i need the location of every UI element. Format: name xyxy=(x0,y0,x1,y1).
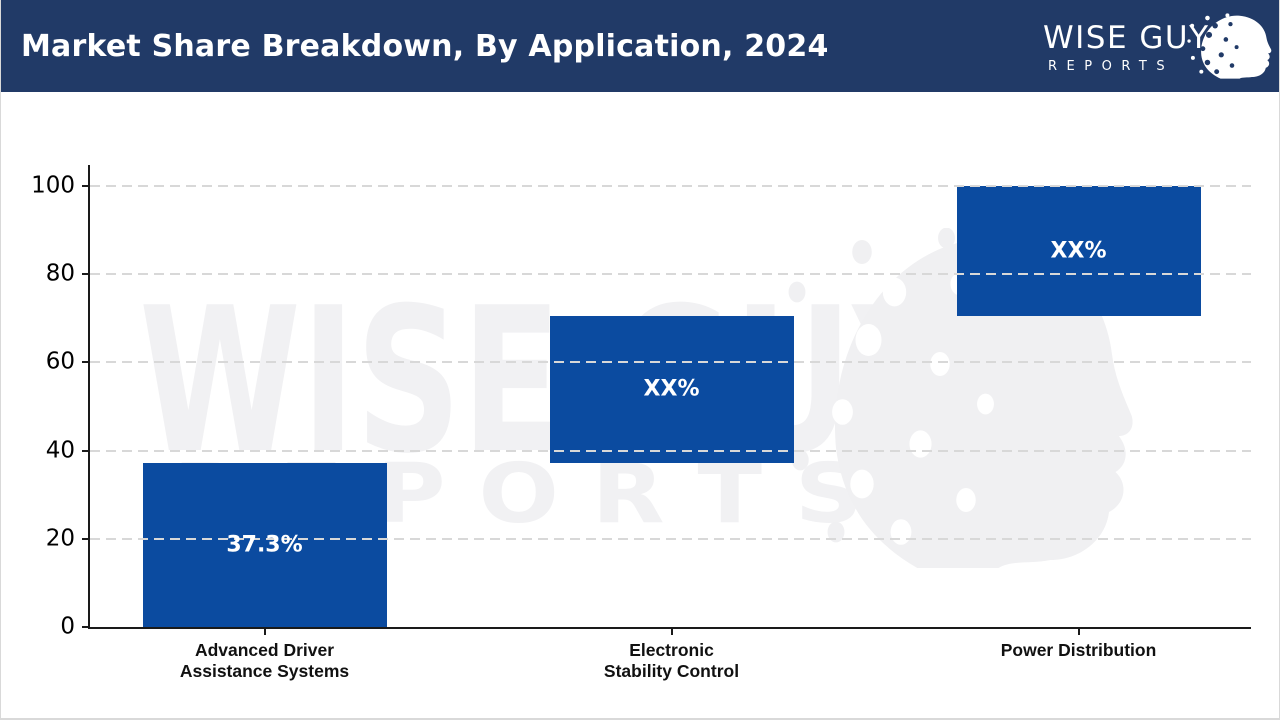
gridline-40 xyxy=(90,449,1251,452)
x-axis-line xyxy=(88,627,1251,629)
y-axis-tick-label-60: 60 xyxy=(45,348,75,375)
bar-segment-2 xyxy=(549,316,794,463)
bar-value-label-1: 37.3% xyxy=(226,532,303,558)
x-category-label-3: Power Distribution xyxy=(909,640,1249,661)
x-category-label-line: Advanced Driver xyxy=(194,640,335,660)
y-axis-tick-label-40: 40 xyxy=(45,437,75,464)
y-axis-tick-80 xyxy=(82,273,89,276)
x-category-label-line: Electronic xyxy=(629,640,714,660)
y-axis-tick-label-100: 100 xyxy=(31,172,75,199)
bar-value-label-2: XX% xyxy=(643,376,700,402)
x-axis-tick-3 xyxy=(1077,629,1080,635)
y-axis-tick-0 xyxy=(82,626,89,628)
page-title: Market Share Breakdown, By Application, … xyxy=(21,28,829,64)
gridline-60 xyxy=(90,361,1251,364)
x-category-label-line: Stability Control xyxy=(603,661,740,681)
y-axis-tick-40 xyxy=(82,449,89,452)
gridline-20 xyxy=(90,537,1251,540)
gridline-80 xyxy=(90,273,1251,276)
x-axis-tick-1 xyxy=(263,629,266,635)
header-bar: Market Share Breakdown, By Application, … xyxy=(1,0,1279,92)
y-axis-tick-label-20: 20 xyxy=(45,525,75,552)
logo-wordmark: WISE GUY xyxy=(1043,20,1210,56)
y-axis-tick-20 xyxy=(82,537,89,540)
x-category-label-line: Power Distribution xyxy=(1000,640,1157,660)
y-axis-tick-label-0: 0 xyxy=(60,613,75,640)
x-axis-tick-2 xyxy=(670,629,673,635)
gridline-100 xyxy=(90,185,1251,187)
x-category-label-2: Electronic Stability Control xyxy=(502,640,842,682)
y-axis-tick-100 xyxy=(82,185,89,187)
logo-subtext: REPORTS xyxy=(1048,59,1175,74)
logo-head-icon xyxy=(1187,13,1272,79)
y-axis-tick-label-80: 80 xyxy=(45,260,75,287)
x-category-label-1: Advanced Driver Assistance Systems xyxy=(95,640,435,682)
x-category-label-line: Assistance Systems xyxy=(179,661,350,681)
y-axis-tick-60 xyxy=(82,361,89,364)
bar-value-label-3: XX% xyxy=(1050,238,1107,264)
bar-segment-1 xyxy=(142,462,387,627)
y-axis-line xyxy=(88,165,90,629)
